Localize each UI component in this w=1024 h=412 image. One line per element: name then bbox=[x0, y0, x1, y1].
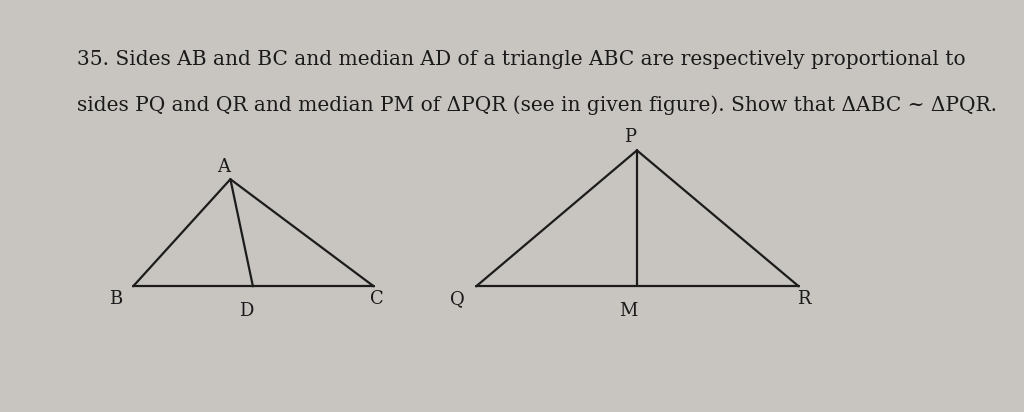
Text: sides PQ and QR and median PM of ΔPQR (see in given figure). Show that ΔABC ~ ΔP: sides PQ and QR and median PM of ΔPQR (s… bbox=[77, 95, 996, 115]
Text: B: B bbox=[110, 290, 122, 308]
Text: Q: Q bbox=[451, 290, 465, 308]
Text: R: R bbox=[797, 290, 811, 308]
Text: D: D bbox=[239, 302, 253, 320]
Text: C: C bbox=[370, 290, 384, 308]
Text: A: A bbox=[217, 158, 229, 176]
Text: 35. Sides AB and BC and median AD of a triangle ABC are respectively proportiona: 35. Sides AB and BC and median AD of a t… bbox=[77, 50, 966, 69]
Text: P: P bbox=[624, 128, 636, 146]
Text: M: M bbox=[620, 302, 638, 320]
